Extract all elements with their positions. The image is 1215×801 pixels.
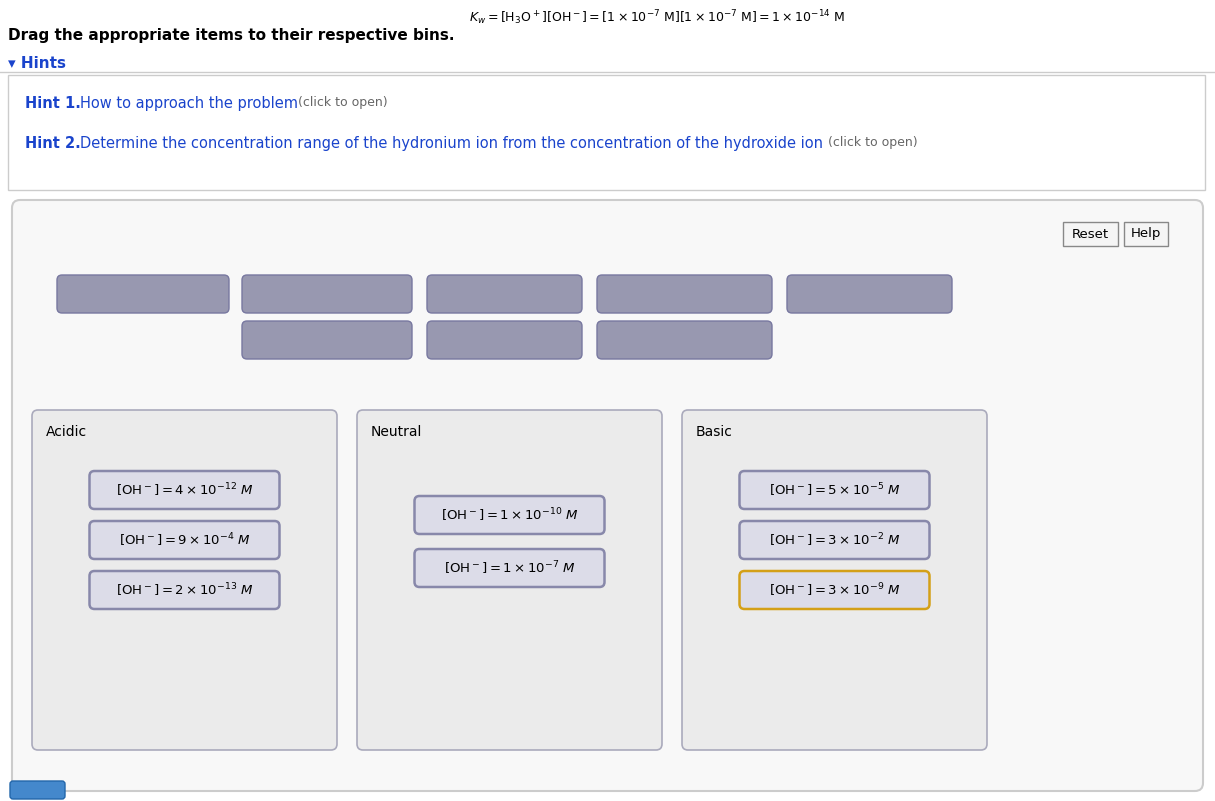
FancyBboxPatch shape — [90, 521, 279, 559]
FancyBboxPatch shape — [426, 275, 582, 313]
Text: (click to open): (click to open) — [290, 96, 388, 109]
Text: $[\mathrm{OH}^-] = 4 \times 10^{-12}\ M$: $[\mathrm{OH}^-] = 4 \times 10^{-12}\ M$ — [115, 481, 254, 499]
Bar — [1063, 222, 1118, 246]
Text: $[\mathrm{OH}^-] = 3 \times 10^{-9}\ M$: $[\mathrm{OH}^-] = 3 \times 10^{-9}\ M$ — [769, 582, 900, 599]
Text: Drag the appropriate items to their respective bins.: Drag the appropriate items to their resp… — [9, 28, 454, 43]
Text: $K_w = [\mathrm{H_3O^+}][\mathrm{OH^-}] = [1\times10^{-7}\ \mathrm{M}][1\times10: $K_w = [\mathrm{H_3O^+}][\mathrm{OH^-}] … — [469, 8, 846, 26]
FancyBboxPatch shape — [597, 275, 772, 313]
Text: Determine the concentration range of the hydronium ion from the concentration of: Determine the concentration range of the… — [80, 136, 823, 151]
Text: $[\mathrm{OH}^-] = 3 \times 10^{-2}\ M$: $[\mathrm{OH}^-] = 3 \times 10^{-2}\ M$ — [769, 531, 900, 549]
FancyBboxPatch shape — [10, 781, 64, 799]
Text: Help: Help — [1131, 227, 1162, 240]
Text: $[\mathrm{OH}^-] = 5 \times 10^{-5}\ M$: $[\mathrm{OH}^-] = 5 \times 10^{-5}\ M$ — [769, 481, 900, 499]
Text: $[\mathrm{OH}^-] = 1 \times 10^{-7}\ M$: $[\mathrm{OH}^-] = 1 \times 10^{-7}\ M$ — [443, 559, 576, 577]
Text: Hint 2.: Hint 2. — [26, 136, 80, 151]
FancyBboxPatch shape — [426, 321, 582, 359]
Text: How to approach the problem: How to approach the problem — [80, 96, 298, 111]
Text: $[\mathrm{OH}^-] = 2 \times 10^{-13}\ M$: $[\mathrm{OH}^-] = 2 \times 10^{-13}\ M$ — [115, 582, 254, 599]
Text: Basic: Basic — [696, 425, 733, 439]
Text: $[\mathrm{OH}^-] = 1 \times 10^{-10}\ M$: $[\mathrm{OH}^-] = 1 \times 10^{-10}\ M$ — [441, 506, 578, 524]
FancyBboxPatch shape — [32, 410, 337, 750]
Text: Acidic: Acidic — [46, 425, 87, 439]
FancyBboxPatch shape — [90, 471, 279, 509]
Text: $[\mathrm{OH}^-] = 9 \times 10^{-4}\ M$: $[\mathrm{OH}^-] = 9 \times 10^{-4}\ M$ — [119, 531, 250, 549]
FancyBboxPatch shape — [90, 571, 279, 609]
Bar — [9, 75, 1205, 190]
Text: ▾ Hints: ▾ Hints — [9, 56, 66, 71]
FancyBboxPatch shape — [357, 410, 662, 750]
Text: Reset: Reset — [1072, 227, 1109, 240]
FancyBboxPatch shape — [740, 571, 929, 609]
FancyBboxPatch shape — [12, 200, 1203, 791]
Text: Hint 1.: Hint 1. — [26, 96, 81, 111]
FancyBboxPatch shape — [57, 275, 228, 313]
FancyBboxPatch shape — [682, 410, 987, 750]
FancyBboxPatch shape — [787, 275, 953, 313]
Bar — [1124, 222, 1168, 246]
FancyBboxPatch shape — [740, 521, 929, 559]
Text: Neutral: Neutral — [371, 425, 423, 439]
Text: (click to open): (click to open) — [820, 136, 917, 149]
FancyBboxPatch shape — [740, 471, 929, 509]
FancyBboxPatch shape — [597, 321, 772, 359]
FancyBboxPatch shape — [414, 549, 605, 587]
FancyBboxPatch shape — [242, 275, 412, 313]
FancyBboxPatch shape — [414, 496, 605, 534]
FancyBboxPatch shape — [242, 321, 412, 359]
